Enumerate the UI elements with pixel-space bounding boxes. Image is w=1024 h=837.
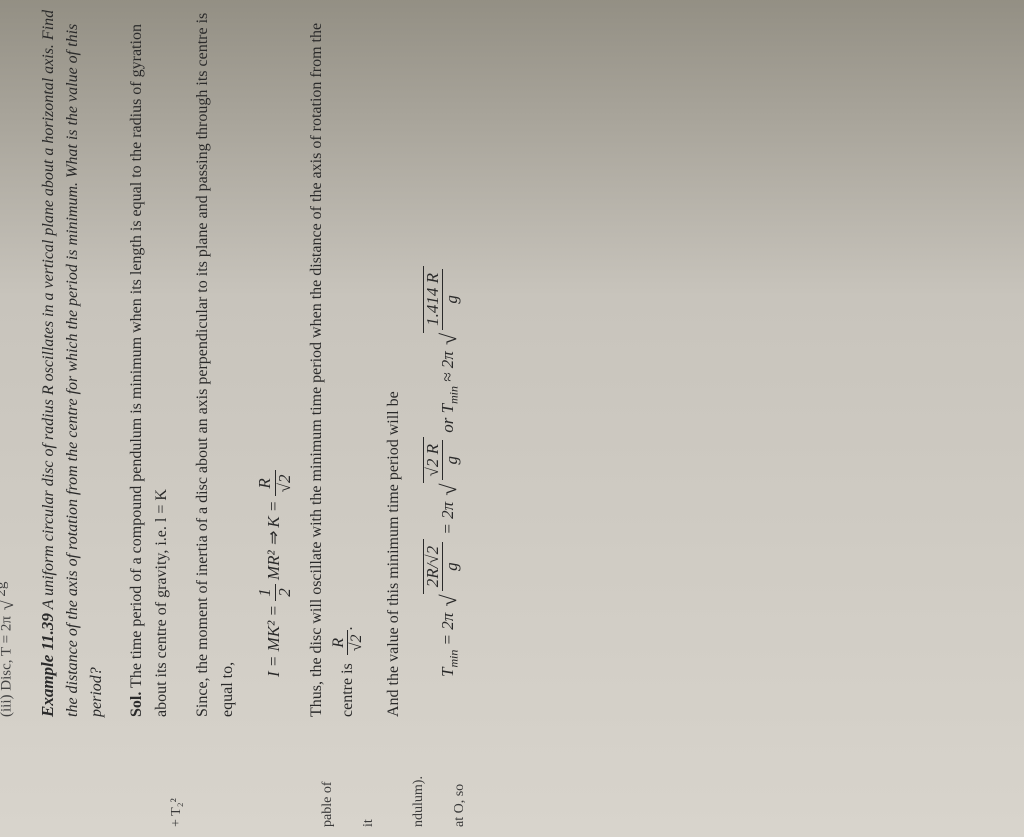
frac-a-den: g: [443, 542, 462, 591]
top-ref-sqrt: 2g: [0, 579, 10, 600]
solution-p3: Thus, the disc will oscillate with the m…: [305, 0, 366, 717]
fragment-t22: + T₂²: [162, 776, 193, 827]
fragment-it: it: [354, 776, 385, 827]
sol-text-3: Thus, the disc will oscillate with the m…: [308, 23, 356, 717]
frac-c-den: g: [443, 269, 462, 330]
frac-b: √2 R g: [424, 440, 462, 480]
example-label: Example 11.39: [38, 613, 57, 717]
frac-r: R: [256, 471, 276, 497]
sqrt-a: 2R/√2 g: [423, 539, 462, 609]
example-question: A uniform circular disc of radius R osci…: [40, 10, 105, 717]
frac-r-sqrt2-inline: R √2: [330, 630, 366, 655]
solution-p2: Since, the moment of inertia of a disc a…: [191, 0, 241, 717]
frac-half: 1 2: [256, 584, 294, 601]
frac-b-num: √2 R: [424, 440, 444, 480]
frac-r2: R: [330, 630, 349, 655]
eq2-approx: ≈ 2π: [438, 351, 457, 382]
sol-label: Sol.: [128, 692, 145, 717]
page-curve-shadow: [802, 0, 1024, 837]
eq2-2pi-a: = 2π: [438, 613, 457, 646]
sqrt-c: 1.414 R g: [423, 266, 462, 347]
sqrt-icon: 2g: [0, 579, 19, 613]
frac-sqrt2b: √2: [348, 630, 366, 655]
frac-b-den: g: [443, 440, 462, 480]
equation-2: Tmin = 2π 2R/√2 g = 2π √2 R g or Tmin ≈ …: [423, 0, 462, 677]
fragment-ndulum: ndulum).: [404, 776, 435, 827]
frac-a-num: 2R/√2: [424, 542, 444, 591]
sqrt-b: √2 R g: [423, 437, 462, 498]
fragment-pable: pable of: [313, 776, 344, 827]
left-margin-fragments: + T₂² pable of it ndulum). at O, so: [162, 776, 516, 827]
frac-c: 1.414 R g: [424, 269, 462, 330]
top-ref-text: (iii) Disc, T = 2π: [0, 616, 14, 717]
solution-p1: Sol. The time period of a compound pendu…: [125, 0, 175, 717]
eq1-mid: MR² ⇒ K =: [264, 501, 283, 580]
frac-r-sqrt2: R √2: [256, 471, 294, 497]
equation-1: I = MK² = 1 2 MR² ⇒ K = R √2: [256, 0, 294, 677]
frac-num: 1: [256, 584, 276, 601]
fragment-atO: at O, so: [445, 776, 476, 827]
frac-a: 2R/√2 g: [424, 542, 462, 591]
frac-sqrt2: √2: [276, 471, 295, 497]
frac-den: 2: [276, 584, 295, 601]
eq1-lhs: I = MK² =: [264, 605, 283, 677]
example-block: Example 11.39 A uniform circular disc of…: [35, 0, 109, 717]
eq2-2pi-b: = 2π: [438, 502, 457, 535]
top-reference-line: (iii) Disc, T = 2π 2g: [0, 0, 19, 717]
book-page: + T₂² pable of it ndulum). at O, so 3. 4…: [0, 0, 1024, 837]
sol-text-1: The time period of a compound pendulum i…: [128, 24, 170, 717]
frac-c-num: 1.414 R: [424, 269, 444, 330]
eq2-or: or Tmin: [438, 386, 457, 433]
eq2-T: Tmin: [438, 650, 457, 677]
solution-p4: And the value of this minimum time perio…: [382, 0, 407, 717]
